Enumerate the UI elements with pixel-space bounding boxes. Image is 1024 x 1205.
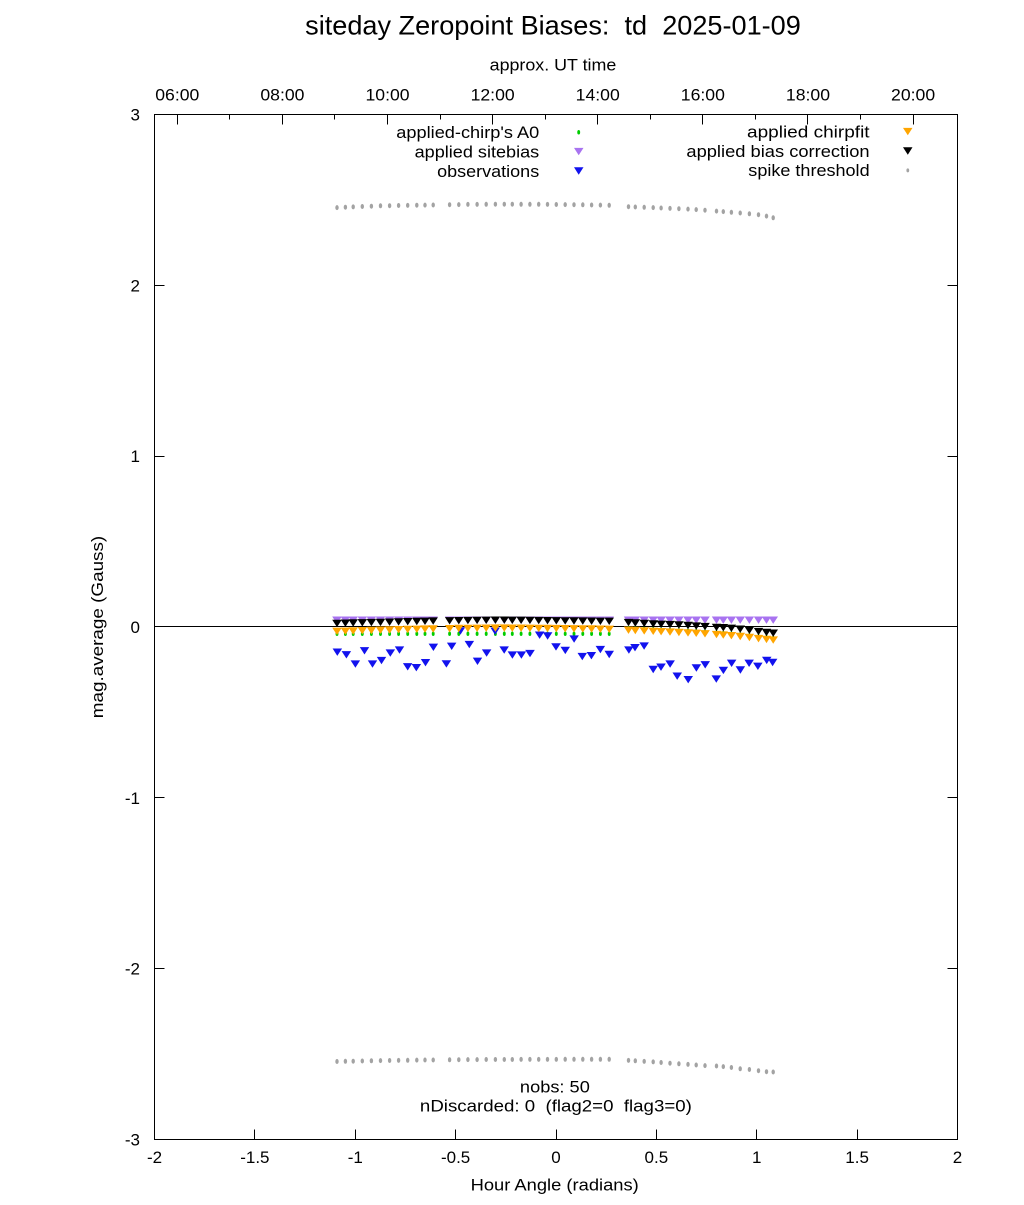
svg-text:2: 2 xyxy=(131,276,140,295)
svg-text:-1: -1 xyxy=(125,789,140,808)
svg-text:approx. UT time: approx. UT time xyxy=(490,56,617,75)
svg-text:-2: -2 xyxy=(125,960,140,979)
svg-text:nobs: 50: nobs: 50 xyxy=(520,1077,590,1096)
svg-text:0.5: 0.5 xyxy=(645,1148,669,1167)
svg-text:observations: observations xyxy=(437,162,539,181)
svg-text:1: 1 xyxy=(752,1148,761,1167)
svg-text:applied sitebias: applied sitebias xyxy=(415,142,540,161)
svg-text:-3: -3 xyxy=(125,1131,140,1150)
svg-text:applied-chirp's A0: applied-chirp's A0 xyxy=(396,123,539,142)
svg-text:14:00: 14:00 xyxy=(576,85,620,104)
svg-text:-2: -2 xyxy=(147,1148,162,1167)
svg-text:nDiscarded: 0 (flag2=0 flag3: nDiscarded: 0 (flag2=0 flag3=0) xyxy=(420,1097,692,1116)
svg-text:2: 2 xyxy=(953,1148,962,1167)
svg-text:0: 0 xyxy=(131,618,140,637)
svg-text:spike threshold: spike threshold xyxy=(748,161,869,180)
svg-text:0: 0 xyxy=(551,1148,560,1167)
svg-text:siteday Zeropoint Biases: td: siteday Zeropoint Biases: td 2025-01-09 xyxy=(305,11,801,41)
svg-text:applied chirpfit: applied chirpfit xyxy=(747,122,870,141)
svg-text:10:00: 10:00 xyxy=(365,85,409,104)
svg-text:mag.average (Gauss): mag.average (Gauss) xyxy=(88,536,107,718)
svg-text:1: 1 xyxy=(131,447,140,466)
svg-text:-1.5: -1.5 xyxy=(240,1148,269,1167)
svg-text:18:00: 18:00 xyxy=(786,85,830,104)
svg-text:16:00: 16:00 xyxy=(681,85,725,104)
svg-text:12:00: 12:00 xyxy=(471,85,515,104)
svg-text:Hour Angle (radians): Hour Angle (radians) xyxy=(471,1175,639,1194)
svg-text:20:00: 20:00 xyxy=(891,85,935,104)
svg-text:06:00: 06:00 xyxy=(155,85,199,104)
svg-text:1.5: 1.5 xyxy=(845,1148,869,1167)
svg-text:-0.5: -0.5 xyxy=(441,1148,470,1167)
svg-text:3: 3 xyxy=(131,106,140,125)
svg-text:-1: -1 xyxy=(348,1148,363,1167)
svg-text:08:00: 08:00 xyxy=(260,85,304,104)
svg-text:applied bias correction: applied bias correction xyxy=(686,142,869,161)
